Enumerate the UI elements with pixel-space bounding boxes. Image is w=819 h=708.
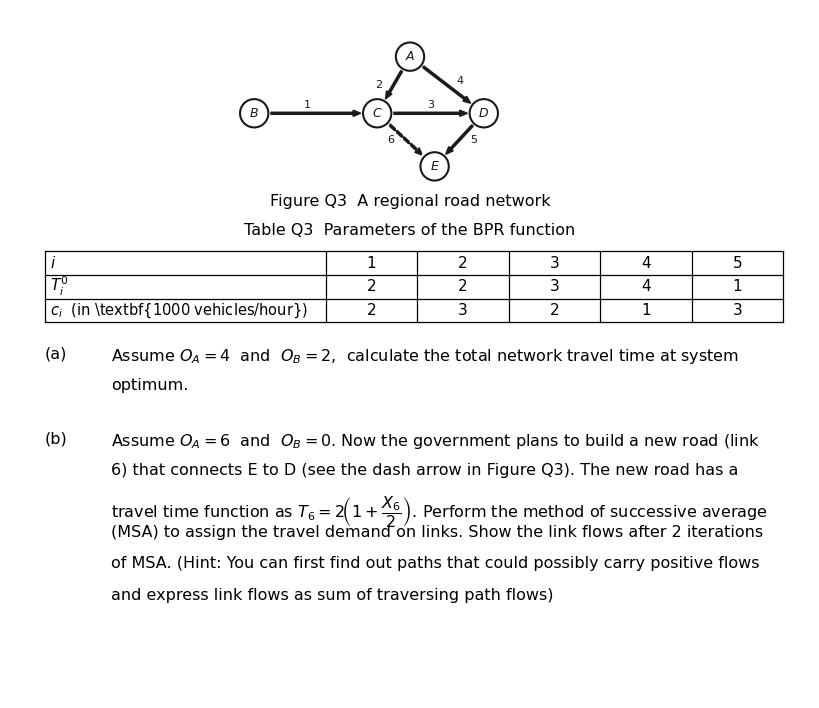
Text: 1: 1: [731, 279, 741, 295]
Text: Assume $O_A = 6$  and  $O_B = 0$. Now the government plans to build a new road (: Assume $O_A = 6$ and $O_B = 0$. Now the …: [111, 432, 758, 451]
Text: 2: 2: [366, 279, 376, 295]
Text: 4: 4: [456, 76, 463, 86]
Text: 3: 3: [427, 100, 433, 110]
Text: and express link flows as sum of traversing path flows): and express link flows as sum of travers…: [111, 588, 553, 603]
Text: 5: 5: [470, 135, 477, 145]
Text: D: D: [478, 107, 488, 120]
Text: 2: 2: [366, 303, 376, 318]
Text: 4: 4: [640, 256, 649, 270]
Text: 5: 5: [731, 256, 741, 270]
FancyArrowPatch shape: [271, 110, 360, 116]
Text: A: A: [405, 50, 414, 63]
Text: Assume $O_A =4$  and  $O_B = 2$,  calculate the total network travel time at sys: Assume $O_A =4$ and $O_B = 2$, calculate…: [111, 347, 738, 366]
Ellipse shape: [240, 99, 268, 127]
Text: 4: 4: [640, 279, 649, 295]
Text: 2: 2: [375, 80, 382, 90]
Text: 2: 2: [549, 303, 559, 318]
Ellipse shape: [363, 99, 391, 127]
Text: $T_i^0$: $T_i^0$: [50, 275, 69, 298]
Text: 2: 2: [458, 256, 467, 270]
FancyArrowPatch shape: [394, 110, 466, 116]
Text: travel time function as $T_6 = 2\!\left(1+\dfrac{X_6}{2}\right)$. Perform the me: travel time function as $T_6 = 2\!\left(…: [111, 494, 767, 530]
FancyArrowPatch shape: [423, 67, 470, 103]
FancyArrowPatch shape: [385, 71, 402, 98]
Ellipse shape: [469, 99, 497, 127]
Text: 1: 1: [304, 100, 310, 110]
Text: Figure Q3  A regional road network: Figure Q3 A regional road network: [269, 194, 550, 210]
Text: E: E: [430, 160, 438, 173]
Text: C: C: [373, 107, 381, 120]
Text: B: B: [250, 107, 258, 120]
Text: optimum.: optimum.: [111, 378, 188, 393]
Text: 6: 6: [387, 135, 394, 145]
Text: 2: 2: [458, 279, 467, 295]
Text: 1: 1: [366, 256, 376, 270]
Text: 6) that connects E to D (see the dash arrow in Figure Q3). The new road has a: 6) that connects E to D (see the dash ar…: [111, 463, 737, 478]
Text: 3: 3: [549, 279, 559, 295]
Text: (MSA) to assign the travel demand on links. Show the link flows after 2 iteratio: (MSA) to assign the travel demand on lin…: [111, 525, 762, 540]
FancyArrowPatch shape: [446, 125, 473, 154]
Text: 1: 1: [640, 303, 649, 318]
Text: Table Q3  Parameters of the BPR function: Table Q3 Parameters of the BPR function: [244, 222, 575, 238]
Text: (a): (a): [45, 347, 67, 362]
Text: $i$: $i$: [50, 255, 57, 271]
FancyArrowPatch shape: [388, 124, 422, 155]
Text: 3: 3: [549, 256, 559, 270]
Text: 3: 3: [457, 303, 467, 318]
Ellipse shape: [396, 42, 423, 71]
Ellipse shape: [420, 152, 448, 181]
Text: (b): (b): [45, 432, 68, 447]
Text: of MSA. (Hint: You can first find out paths that could possibly carry positive f: of MSA. (Hint: You can first find out pa…: [111, 556, 758, 571]
Text: 3: 3: [731, 303, 741, 318]
Text: $c_i$  (in \textbf{1000 vehicles/hour}): $c_i$ (in \textbf{1000 vehicles/hour}): [50, 301, 307, 319]
